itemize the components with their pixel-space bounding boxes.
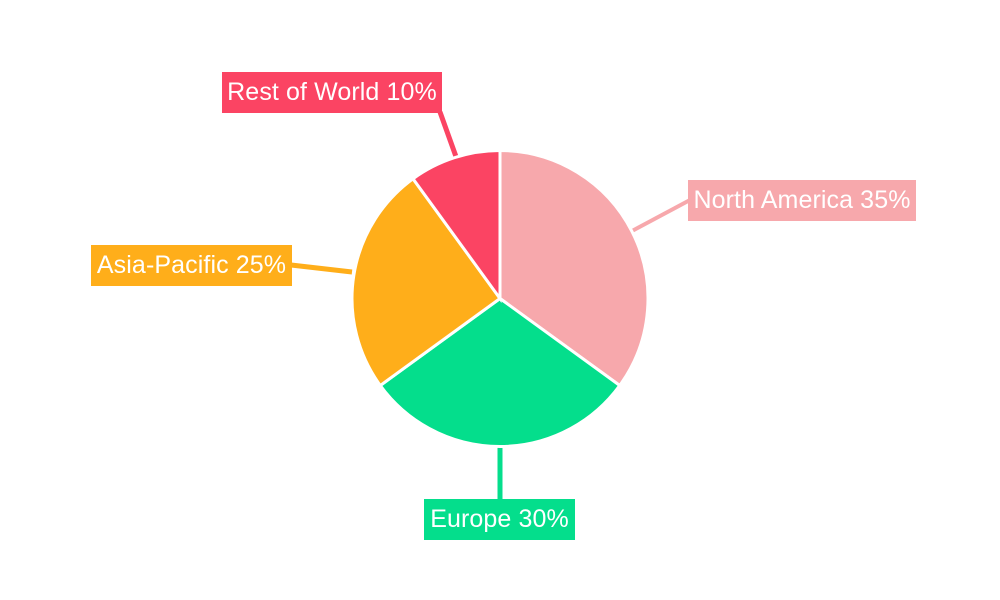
pie-label-europe[interactable]: Europe 30% — [424, 499, 575, 540]
pie-label-north-america[interactable]: North America 35% — [688, 180, 916, 221]
pie-label-rest-of-world-text: Rest of World 10% — [227, 78, 437, 106]
pie-label-north-america-text: North America 35% — [693, 186, 911, 214]
pie-slice-north-america[interactable] — [498, 148, 650, 388]
pie-label-asia-pacific-text: Asia-Pacific 25% — [96, 251, 287, 279]
pie-label-asia-pacific[interactable]: Asia-Pacific 25% — [91, 245, 292, 286]
pie-label-europe-text: Europe 30% — [430, 505, 569, 533]
pie-slice-rest-of-world[interactable] — [410, 148, 502, 304]
pie-slices — [350, 148, 650, 448]
pie-slice-asia-pacific[interactable] — [350, 176, 503, 388]
pie-slice-europe[interactable] — [378, 296, 622, 448]
pie-label-rest-of-world[interactable]: Rest of World 10% — [222, 72, 442, 113]
leader-line-asia-pacific — [290, 262, 353, 275]
leader-line-north-america — [631, 198, 691, 233]
